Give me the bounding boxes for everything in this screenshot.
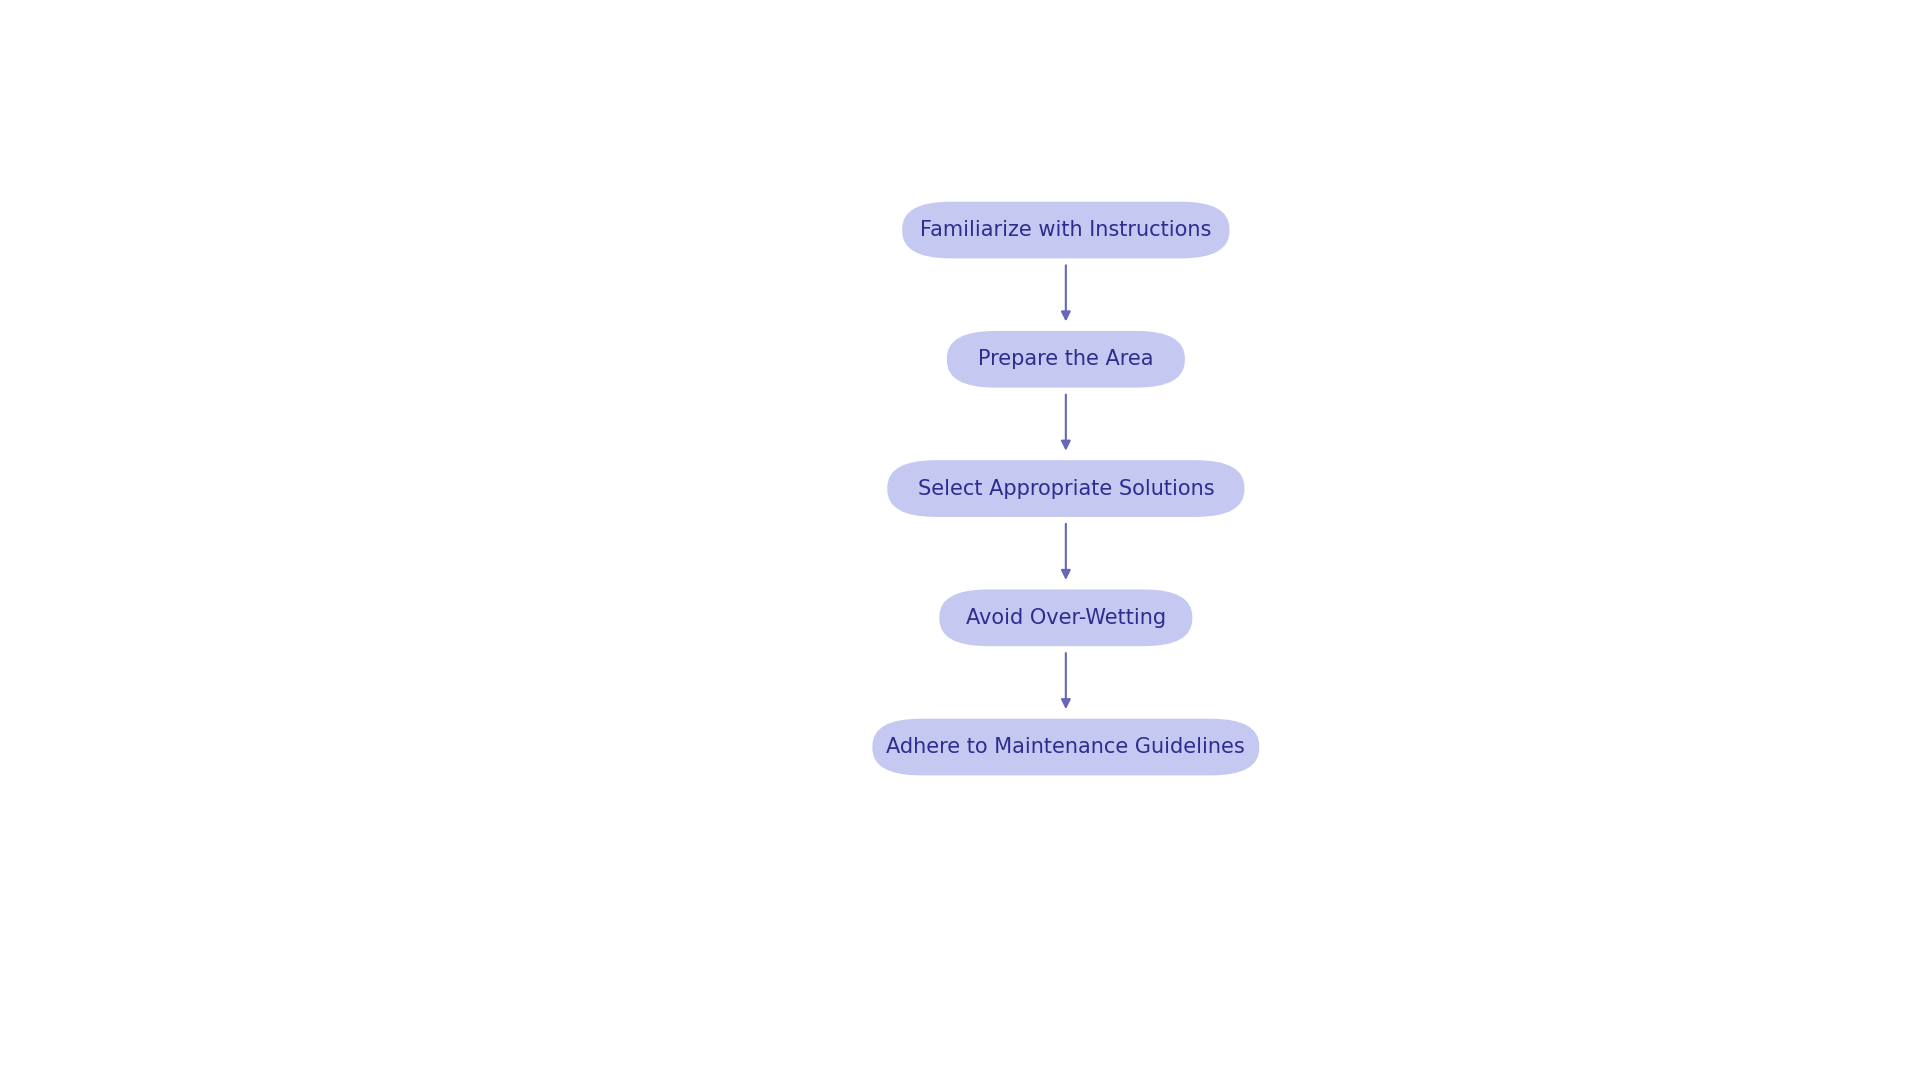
FancyBboxPatch shape [872, 719, 1260, 775]
Text: Familiarize with Instructions: Familiarize with Instructions [920, 220, 1212, 240]
Text: Adhere to Maintenance Guidelines: Adhere to Maintenance Guidelines [887, 738, 1246, 757]
Text: Prepare the Area: Prepare the Area [977, 350, 1154, 369]
FancyBboxPatch shape [947, 331, 1185, 388]
FancyBboxPatch shape [939, 589, 1192, 647]
FancyBboxPatch shape [902, 201, 1229, 259]
Text: Select Appropriate Solutions: Select Appropriate Solutions [918, 479, 1213, 498]
FancyBboxPatch shape [887, 460, 1244, 517]
Text: Avoid Over-Wetting: Avoid Over-Wetting [966, 608, 1165, 628]
